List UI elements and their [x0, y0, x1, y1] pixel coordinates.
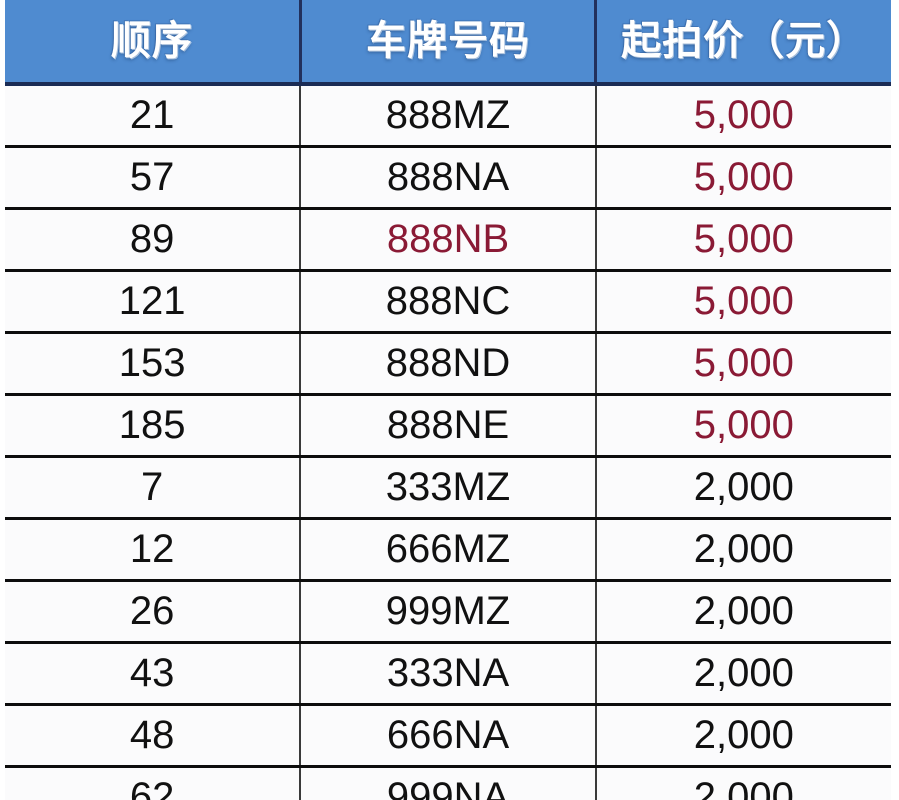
cell-starting-price: 5,000 [595, 270, 891, 334]
cell-starting-price: 5,000 [595, 208, 891, 272]
table-row: 89 888NB 5,000 [5, 208, 891, 272]
column-header-starting-price-label: 起拍价（元） [621, 19, 868, 63]
cell-sequence: 21 [5, 84, 302, 148]
sequence-value: 12 [129, 527, 175, 571]
cell-sequence: 89 [5, 208, 302, 272]
starting-price-value: 5,000 [693, 93, 794, 137]
starting-price-value: 5,000 [693, 341, 794, 385]
column-header-sequence-label: 顺序 [110, 19, 193, 63]
column-header-sequence: 顺序 [5, 0, 302, 86]
starting-price-value: 5,000 [693, 155, 794, 199]
cell-starting-price: 2,000 [595, 518, 891, 582]
sequence-value: 62 [129, 775, 175, 800]
table-body: 21 888MZ 5,000 57 888NA 5,000 89 888NB 5,000 121 8… [5, 84, 891, 800]
license-plate-auction-table: 顺序 车牌号码 起拍价（元） 21 888MZ 5,000 57 888NA 5,000 8… [5, 0, 891, 800]
table-row: 185 888NE 5,000 [5, 394, 891, 458]
table-row: 43 333NA 2,000 [5, 642, 891, 706]
plate-number-value: 333NA [386, 651, 510, 695]
column-header-plate-number: 车牌号码 [300, 0, 598, 86]
cell-sequence: 43 [5, 642, 302, 706]
table-row: 121 888NC 5,000 [5, 270, 891, 334]
cell-sequence: 26 [5, 580, 302, 644]
starting-price-value: 5,000 [693, 279, 794, 323]
table-header-row: 顺序 车牌号码 起拍价（元） [5, 0, 891, 86]
cell-sequence: 7 [5, 456, 302, 520]
cell-plate-number: 333MZ [300, 456, 597, 520]
plate-number-value: 666MZ [385, 527, 511, 571]
sequence-value: 21 [129, 93, 175, 137]
cell-plate-number: 888MZ [300, 84, 597, 148]
plate-number-value: 888NA [386, 155, 510, 199]
table-left-margin [0, 0, 5, 800]
table-row: 48 666NA 2,000 [5, 704, 891, 768]
plate-number-value: 666NA [386, 713, 510, 757]
cell-plate-number: 888NC [300, 270, 597, 334]
starting-price-value: 2,000 [693, 465, 794, 509]
table-header: 顺序 车牌号码 起拍价（元） [5, 0, 891, 86]
cell-starting-price: 2,000 [595, 704, 891, 768]
table-row: 12 666MZ 2,000 [5, 518, 891, 582]
table-right-margin [891, 0, 899, 800]
table-row: 62 999NA 2,000 [5, 766, 891, 800]
cell-starting-price: 5,000 [595, 332, 891, 396]
cell-plate-number: 888NB [300, 208, 597, 272]
cell-plate-number: 999MZ [300, 580, 597, 644]
cell-sequence: 62 [5, 766, 302, 800]
plate-number-value: 888NB [386, 217, 510, 261]
cell-plate-number: 333NA [300, 642, 597, 706]
cell-starting-price: 5,000 [595, 84, 891, 148]
cell-sequence: 185 [5, 394, 302, 458]
starting-price-value: 2,000 [693, 775, 794, 800]
table-row: 7 333MZ 2,000 [5, 456, 891, 520]
cell-plate-number: 666MZ [300, 518, 597, 582]
plate-number-value: 999MZ [385, 589, 511, 633]
starting-price-value: 5,000 [693, 403, 794, 447]
table-row: 57 888NA 5,000 [5, 146, 891, 210]
sequence-value: 26 [129, 589, 175, 633]
starting-price-value: 2,000 [693, 651, 794, 695]
cell-starting-price: 2,000 [595, 456, 891, 520]
table-row: 21 888MZ 5,000 [5, 84, 891, 148]
starting-price-value: 2,000 [693, 589, 794, 633]
cell-sequence: 153 [5, 332, 302, 396]
plate-number-value: 888ND [385, 341, 511, 385]
cell-starting-price: 2,000 [595, 642, 891, 706]
cell-plate-number: 888NA [300, 146, 597, 210]
table-row: 153 888ND 5,000 [5, 332, 891, 396]
sequence-value: 48 [129, 713, 175, 757]
sequence-value: 121 [118, 279, 186, 323]
starting-price-value: 2,000 [693, 527, 794, 571]
cell-sequence: 57 [5, 146, 302, 210]
cell-starting-price: 2,000 [595, 580, 891, 644]
cell-plate-number: 888NE [300, 394, 597, 458]
cell-sequence: 121 [5, 270, 302, 334]
cell-sequence: 48 [5, 704, 302, 768]
sequence-value: 153 [118, 341, 186, 385]
cell-plate-number: 666NA [300, 704, 597, 768]
plate-number-value: 999NA [386, 775, 510, 800]
cell-sequence: 12 [5, 518, 302, 582]
starting-price-value: 5,000 [693, 217, 794, 261]
sequence-value: 89 [129, 217, 175, 261]
cell-starting-price: 5,000 [595, 394, 891, 458]
sequence-value: 185 [118, 403, 186, 447]
column-header-starting-price: 起拍价（元） [595, 0, 891, 86]
cell-plate-number: 888ND [300, 332, 597, 396]
column-header-plate-number-label: 车牌号码 [365, 19, 530, 63]
table-row: 26 999MZ 2,000 [5, 580, 891, 644]
sequence-value: 57 [129, 155, 175, 199]
plate-number-value: 888NC [385, 279, 511, 323]
plate-number-value: 888NE [386, 403, 510, 447]
starting-price-value: 2,000 [693, 713, 794, 757]
sequence-value: 7 [141, 465, 164, 509]
plate-number-value: 333MZ [385, 465, 511, 509]
sequence-value: 43 [129, 651, 175, 695]
cell-starting-price: 5,000 [595, 146, 891, 210]
plate-number-value: 888MZ [385, 93, 511, 137]
cell-starting-price: 2,000 [595, 766, 891, 800]
cell-plate-number: 999NA [300, 766, 597, 800]
